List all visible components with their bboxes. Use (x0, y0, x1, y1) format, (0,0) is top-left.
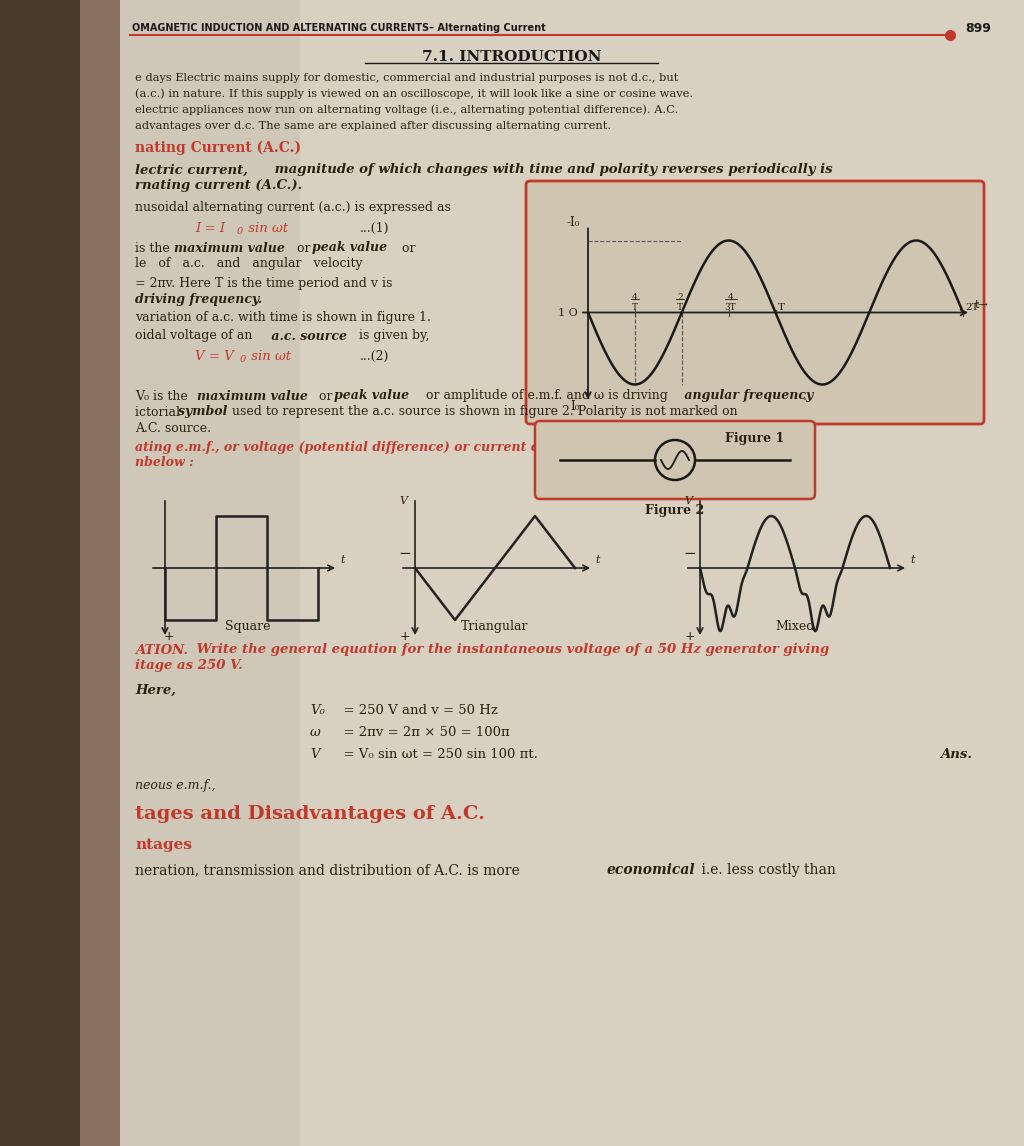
Text: (a.c.) in nature. If this supply is viewed on an oscilloscope, it will look like: (a.c.) in nature. If this supply is view… (135, 88, 693, 100)
Text: ...(2): ...(2) (360, 350, 389, 362)
Text: e days Electric mains supply for domestic, commercial and industrial purposes is: e days Electric mains supply for domesti… (135, 73, 678, 83)
Text: V₀: V₀ (310, 704, 325, 716)
Text: 4: 4 (632, 293, 638, 303)
Text: Figure 1: Figure 1 (725, 432, 784, 445)
Text: T: T (677, 303, 683, 312)
Text: magnitude of which changes with time and polarity reverses periodically is: magnitude of which changes with time and… (270, 164, 833, 176)
Text: −: − (684, 545, 696, 562)
Text: variation of a.c. with time is shown in figure 1.: variation of a.c. with time is shown in … (135, 312, 431, 324)
Polygon shape (0, 0, 80, 1146)
Polygon shape (80, 0, 120, 1146)
Text: T: T (777, 303, 784, 312)
Text: = 250 V and v = 50 Hz: = 250 V and v = 50 Hz (335, 704, 498, 716)
Text: sin ωt: sin ωt (247, 350, 291, 362)
Text: V₀ is the: V₀ is the (135, 390, 191, 402)
Text: Square: Square (224, 620, 270, 633)
Text: 3T: 3T (725, 303, 736, 312)
Text: ω: ω (310, 725, 321, 738)
Text: neration, transmission and distribution of A.C. is more: neration, transmission and distribution … (135, 863, 524, 877)
Text: or: or (315, 390, 337, 402)
Text: oidal voltage of an: oidal voltage of an (135, 330, 252, 343)
Text: t: t (910, 555, 914, 565)
Text: maximum value: maximum value (174, 242, 285, 254)
Text: Write the general equation for the instantaneous voltage of a 50 Hz generator gi: Write the general equation for the insta… (193, 644, 829, 657)
Text: ictorial: ictorial (135, 406, 184, 418)
Text: peak value: peak value (334, 390, 410, 402)
Text: Ans.: Ans. (940, 747, 972, 761)
Text: is given by,: is given by, (355, 330, 429, 343)
Text: 2: 2 (677, 293, 683, 303)
Text: ating e.m.f., or voltage (potential difference) or current can be of many forms,: ating e.m.f., or voltage (potential diff… (135, 440, 813, 454)
Text: economical: economical (607, 863, 695, 877)
Text: +: + (164, 630, 174, 643)
Text: itage as 250 V.: itage as 250 V. (135, 659, 243, 673)
Text: V = V: V = V (195, 350, 233, 362)
Text: t→: t→ (975, 299, 989, 309)
Text: or: or (398, 242, 416, 254)
Text: V: V (684, 496, 692, 507)
Text: Here,: Here, (135, 683, 176, 697)
Text: used to represent the a.c. source is shown in figure 2. Polarity is not marked o: used to represent the a.c. source is sho… (228, 406, 737, 418)
Text: is the: is the (135, 242, 174, 254)
Text: 1 O: 1 O (558, 307, 578, 317)
Text: Figure 2: Figure 2 (645, 504, 705, 517)
Text: lectric current,: lectric current, (135, 164, 248, 176)
Text: I = I: I = I (195, 221, 225, 235)
Text: t: t (595, 555, 599, 565)
Polygon shape (120, 0, 1024, 1146)
Text: le   of   a.c.   and   angular   velocity: le of a.c. and angular velocity (135, 258, 362, 270)
Text: 4: 4 (728, 293, 733, 303)
Text: peak value: peak value (312, 242, 387, 254)
Text: −: − (398, 545, 412, 562)
Text: .: . (803, 390, 807, 402)
FancyBboxPatch shape (526, 181, 984, 424)
Text: or: or (293, 242, 314, 254)
Text: rnating current (A.C.).: rnating current (A.C.). (135, 180, 302, 193)
Text: or amplitude of e.m.f. and ω is driving: or amplitude of e.m.f. and ω is driving (422, 390, 668, 402)
Text: V: V (399, 496, 407, 507)
Text: 899: 899 (965, 22, 991, 34)
Text: = 2πv. Here T is the time period and v is: = 2πv. Here T is the time period and v i… (135, 276, 392, 290)
Text: nating Current (A.C.): nating Current (A.C.) (135, 141, 301, 155)
Text: i.e. less costly than: i.e. less costly than (697, 863, 836, 877)
Text: 0: 0 (237, 228, 244, 236)
Text: ntages: ntages (135, 838, 193, 851)
Text: tages and Disadvantages of A.C.: tages and Disadvantages of A.C. (135, 804, 485, 823)
Text: +: + (685, 630, 695, 643)
Text: ATION.: ATION. (135, 644, 188, 657)
Text: 7.1. INTRODUCTION: 7.1. INTRODUCTION (422, 50, 602, 64)
FancyBboxPatch shape (535, 421, 815, 499)
Text: advantages over d.c. The same are explained after discussing alternating current: advantages over d.c. The same are explai… (135, 121, 611, 131)
Text: A.C. source.: A.C. source. (135, 422, 211, 434)
Text: 2T: 2T (965, 303, 979, 312)
Text: V: V (310, 747, 319, 761)
Text: nbelow :: nbelow : (135, 455, 194, 469)
Text: neous e.m.f.,: neous e.m.f., (135, 778, 216, 792)
Text: ...(1): ...(1) (360, 221, 389, 235)
Text: +: + (399, 630, 411, 643)
Text: OMAGNETIC INDUCTION AND ALTERNATING CURRENTS– Alternating Current: OMAGNETIC INDUCTION AND ALTERNATING CURR… (132, 23, 546, 33)
Text: = V₀ sin ωt = 250 sin 100 πt.: = V₀ sin ωt = 250 sin 100 πt. (335, 747, 538, 761)
Text: I₀: I₀ (570, 400, 580, 413)
Text: t: t (340, 555, 344, 565)
Text: electric appliances now run on alternating voltage (i.e., alternating potential : electric appliances now run on alternati… (135, 104, 678, 116)
Text: T: T (632, 303, 638, 312)
Text: Mixed: Mixed (775, 620, 815, 633)
Text: Triangular: Triangular (461, 620, 528, 633)
Text: angular frequency: angular frequency (680, 390, 813, 402)
Text: = 2πv = 2π × 50 = 100π: = 2πv = 2π × 50 = 100π (335, 725, 510, 738)
Text: driving frequency.: driving frequency. (135, 293, 262, 306)
Text: symbol: symbol (178, 406, 227, 418)
Text: 0: 0 (240, 355, 246, 364)
Polygon shape (300, 0, 1024, 1146)
Text: a.c. source: a.c. source (267, 330, 347, 343)
Text: maximum value: maximum value (197, 390, 308, 402)
Text: -I₀: -I₀ (566, 215, 580, 229)
Text: nusoidal alternating current (a.c.) is expressed as: nusoidal alternating current (a.c.) is e… (135, 201, 451, 213)
Text: sin ωt: sin ωt (244, 221, 288, 235)
